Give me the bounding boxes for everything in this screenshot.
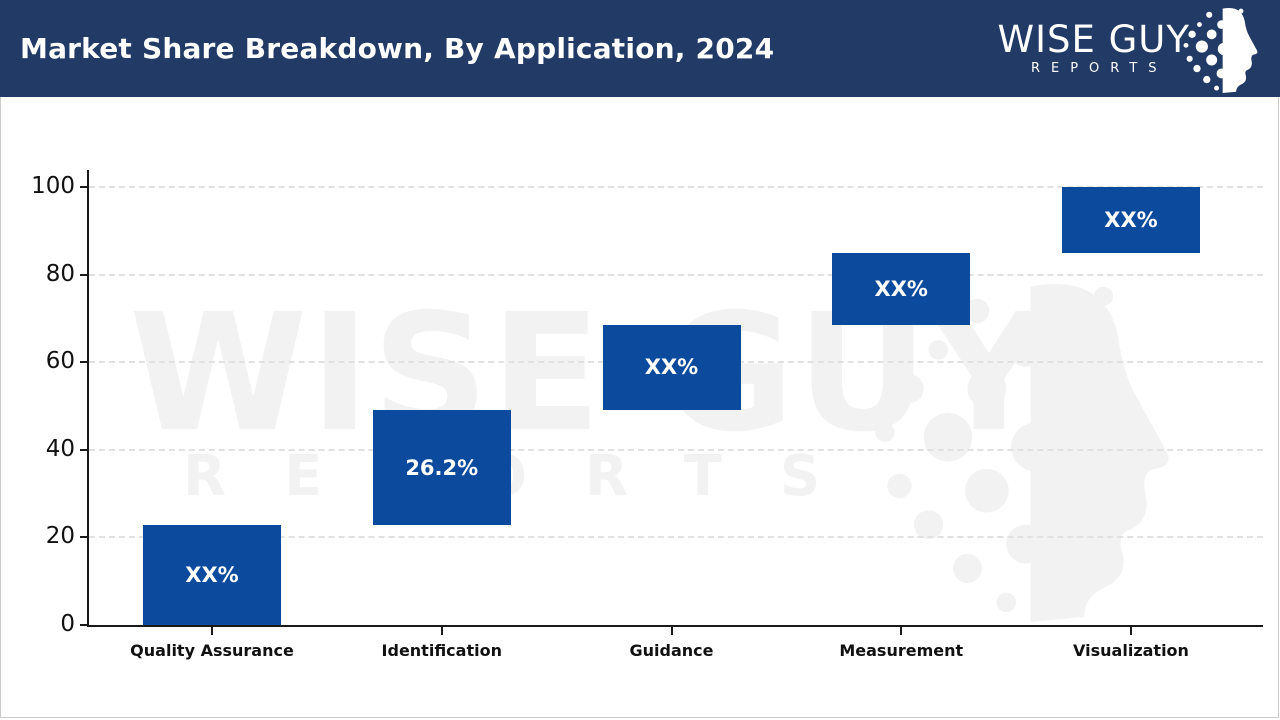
y-tick-label: 80 <box>45 260 75 287</box>
logo-wordmark-line2: REPORTS <box>1030 61 1168 76</box>
y-tick-label: 100 <box>31 173 75 199</box>
bar-guidance: XX% <box>602 324 741 411</box>
bar-identification: 26.2% <box>372 410 511 526</box>
x-category-label: Measurement <box>839 641 964 660</box>
logo-face-icon <box>1183 7 1258 93</box>
bar-measurement: XX% <box>832 252 971 325</box>
x-category-label: Guidance <box>629 641 714 660</box>
y-tick-mark <box>80 624 89 626</box>
x-tick-mark <box>440 627 443 635</box>
header: Market Share Breakdown, By Application, … <box>0 0 1280 97</box>
x-category-label: Visualization <box>1073 641 1189 660</box>
plot-area: 0 20 40 60 80 100 XX% Quality Assurance 26.2% Ide… <box>1 97 1280 718</box>
y-gridline <box>89 448 1263 451</box>
y-tick-mark <box>80 186 89 188</box>
x-category-label: Quality Assurance <box>130 641 294 660</box>
chart-area: WISE GUY REPORTS 0 20 40 60 80 100 XX% Quality … <box>0 97 1279 718</box>
y-tick-mark <box>80 448 89 451</box>
bar-quality-assurance: XX% <box>143 525 281 625</box>
logo-wordmark: WISE GUY REPORTS <box>998 21 1190 76</box>
bar-value-label: XX% <box>644 355 699 380</box>
x-tick-mark <box>1130 627 1132 635</box>
bar-value-label: XX% <box>1104 207 1158 232</box>
bar-visualization: XX% <box>1062 187 1200 253</box>
bar-value-label: 26.2% <box>405 455 479 480</box>
y-tick-label: 20 <box>45 523 75 550</box>
bar-value-label: XX% <box>185 563 239 588</box>
page-title: Market Share Breakdown, By Application, … <box>20 32 775 65</box>
y-gridline <box>89 536 1263 539</box>
y-tick-mark <box>80 273 89 276</box>
x-tick-mark <box>900 627 903 635</box>
y-gridline <box>89 273 1263 276</box>
y-tick-label: 40 <box>45 435 75 462</box>
x-tick-mark <box>670 627 673 635</box>
logo-wordmark-line1: WISE GUY <box>997 18 1190 61</box>
brand-logo: WISE GUY REPORTS <box>998 5 1262 93</box>
y-tick-label: 60 <box>45 348 75 375</box>
y-tick-mark <box>80 361 89 364</box>
x-category-label: Identification <box>381 641 502 660</box>
y-tick-label: 0 <box>60 611 75 637</box>
x-axis-line <box>87 625 1263 627</box>
y-tick-mark <box>80 536 89 539</box>
y-axis-line <box>87 170 89 627</box>
y-gridline <box>89 186 1263 188</box>
x-tick-mark <box>211 627 213 635</box>
bar-value-label: XX% <box>874 276 928 301</box>
